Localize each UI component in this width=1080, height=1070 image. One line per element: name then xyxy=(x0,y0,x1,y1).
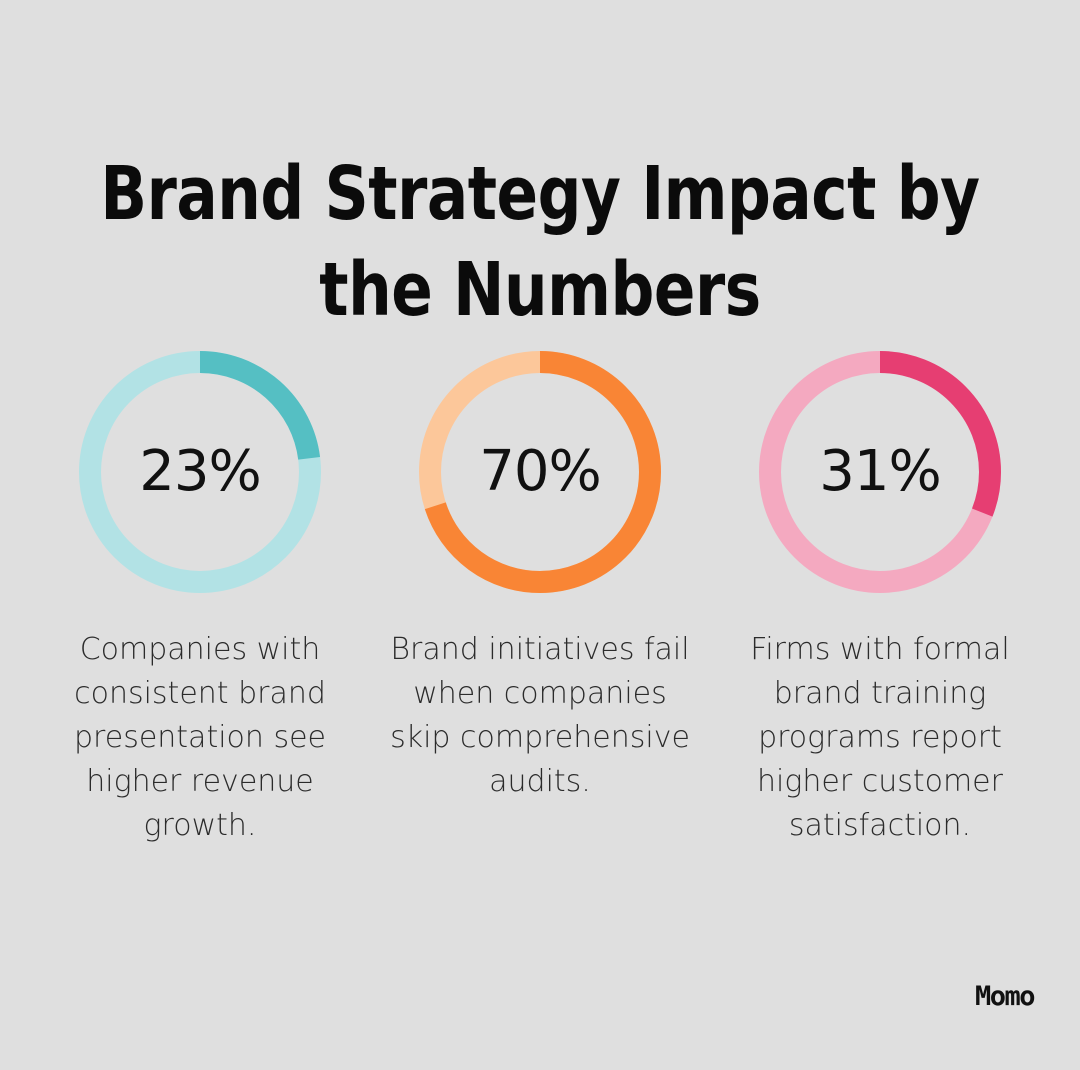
stat-card-2: 70% Brand initiatives fail when companie… xyxy=(380,348,700,834)
donut-svg-2 xyxy=(419,351,661,593)
stat-caption-1: Companies with consistent brand presenta… xyxy=(74,632,326,843)
stat-card-1: 23% Companies with consistent brand pres… xyxy=(40,348,360,878)
donut-arc-1 xyxy=(79,351,321,593)
donut-chart-1: 23% xyxy=(76,348,324,596)
donut-svg-1 xyxy=(79,351,321,593)
donut-chart-2: 70% xyxy=(416,348,664,596)
stats-row: 23% Companies with consistent brand pres… xyxy=(40,348,1040,878)
donut-value-3: 31% xyxy=(819,439,941,504)
donut-value-1: 23% xyxy=(139,439,261,504)
donut-arc-3 xyxy=(759,351,1001,593)
stat-caption-2: Brand initiatives fail when companies sk… xyxy=(390,632,690,799)
brand-logo: Momo xyxy=(974,981,1036,1012)
donut-arc-2 xyxy=(419,351,661,593)
donut-value-2: 70% xyxy=(479,439,601,504)
donut-svg-3 xyxy=(759,351,1001,593)
donut-chart-3: 31% xyxy=(756,348,1004,596)
stat-card-3: 31% Firms with formal brand training pro… xyxy=(720,348,1040,878)
page-title: Brand Strategy Impact by the Numbers xyxy=(100,150,980,333)
stat-caption-3: Firms with formal brand training program… xyxy=(750,632,1010,843)
